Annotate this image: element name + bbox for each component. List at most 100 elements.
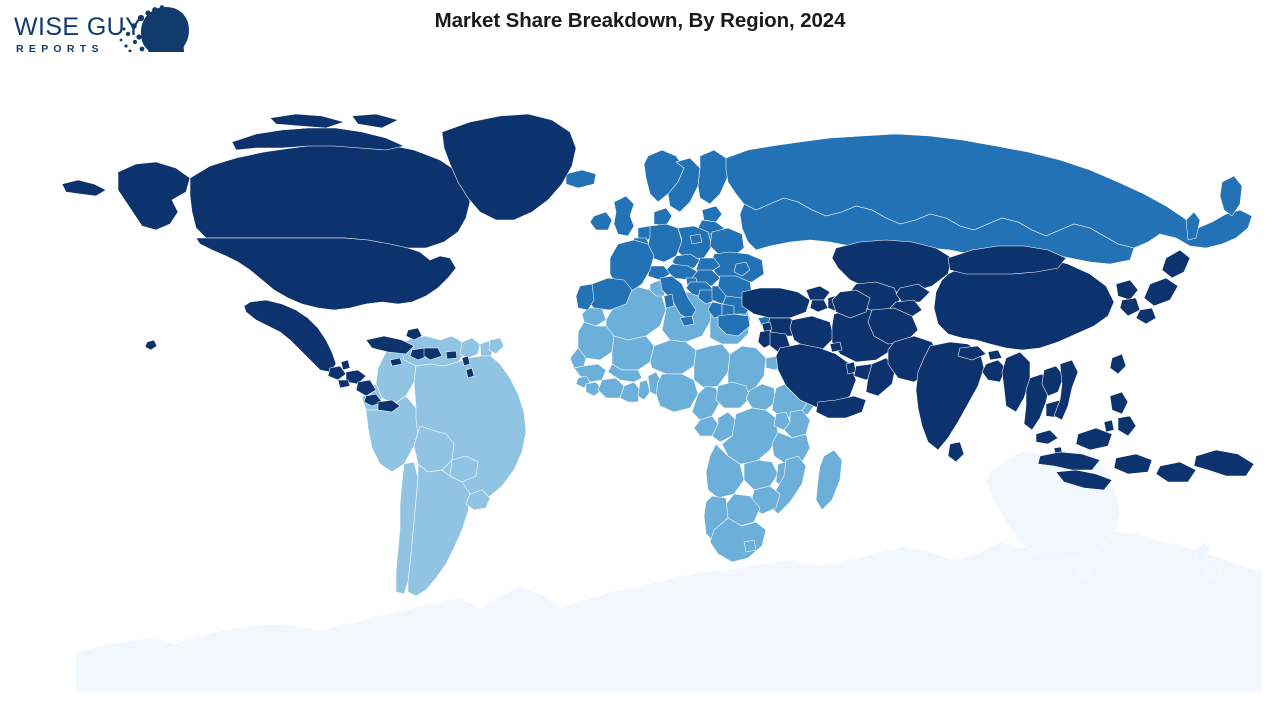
region-europe — [566, 134, 1252, 336]
country-panama — [378, 400, 400, 412]
country-portugal — [576, 284, 594, 310]
country-malaysia — [1036, 428, 1112, 450]
country-costa-rica — [364, 394, 382, 406]
country-guinea — [574, 364, 606, 382]
country-south-sudan — [746, 384, 776, 410]
region-south-america — [362, 336, 526, 596]
country-taiwan — [1110, 354, 1126, 374]
country-sudan — [728, 346, 766, 394]
country-chad — [694, 344, 730, 388]
country-sweden — [668, 158, 700, 212]
country-united-kingdom — [614, 196, 634, 236]
country-russia-kaliningrad — [690, 234, 702, 244]
country-madagascar — [816, 450, 842, 510]
country-moldova — [734, 262, 750, 276]
country-canada-arctic-islands — [232, 114, 404, 150]
country-north-korea — [1116, 280, 1138, 300]
country-germany — [648, 224, 682, 262]
country-indonesia — [1038, 452, 1196, 490]
world-map — [0, 52, 1280, 720]
country-belize — [341, 360, 350, 370]
page-title: Market Share Breakdown, By Region, 2024 — [434, 9, 846, 32]
country-mexico — [244, 300, 336, 372]
country-niger — [650, 340, 696, 374]
country-nicaragua — [356, 380, 376, 396]
country-aleutian-islands — [62, 180, 106, 196]
country-bosnia — [698, 290, 716, 304]
country-mauritania — [578, 322, 614, 360]
country-bahamas — [406, 328, 422, 340]
country-bhutan — [988, 350, 1002, 360]
country-cuba — [366, 336, 414, 354]
country-guyana — [460, 338, 480, 358]
country-uruguay — [466, 490, 490, 510]
country-french-guiana — [489, 338, 504, 354]
country-turkey — [742, 288, 810, 318]
country-iceland — [566, 170, 596, 188]
country-slovakia — [696, 258, 720, 272]
country-canada — [190, 142, 470, 248]
country-central-african-republic — [716, 382, 750, 408]
country-drc — [722, 408, 778, 464]
country-argentina — [408, 464, 470, 596]
country-cameroon — [692, 386, 720, 420]
country-burkina-faso — [608, 364, 642, 382]
country-angola — [706, 444, 744, 498]
country-estonia — [702, 206, 722, 222]
country-lesser-antilles — [462, 356, 474, 378]
country-myanmar — [1002, 352, 1030, 412]
country-belarus — [710, 228, 744, 256]
country-dominican-republic — [424, 348, 442, 360]
country-czechia — [672, 254, 700, 268]
country-denmark — [654, 208, 672, 226]
country-mongolia — [948, 246, 1066, 274]
country-mali — [612, 336, 654, 370]
country-antarctica — [75, 530, 1262, 692]
logo-line1: WISE GUY — [14, 13, 142, 41]
country-lebanon — [762, 322, 772, 332]
country-haiti — [410, 348, 428, 360]
country-togo — [638, 380, 650, 400]
country-russia-lower — [740, 198, 1134, 264]
country-turkmenistan — [832, 290, 870, 318]
country-kuwait — [830, 342, 842, 352]
country-georgia — [806, 286, 830, 300]
logo-head-icon — [115, 5, 189, 63]
country-vietnam — [1054, 360, 1078, 420]
country-armenia — [810, 300, 828, 312]
country-ivory-coast — [598, 378, 624, 398]
country-sri-lanka — [948, 442, 964, 462]
country-puerto-rico — [446, 351, 457, 359]
country-yemen — [816, 396, 866, 418]
country-tasmania — [1077, 564, 1090, 578]
country-alaska — [118, 162, 190, 230]
country-bangladesh — [982, 360, 1006, 382]
country-el-salvador — [338, 380, 350, 388]
country-japan — [1136, 250, 1190, 324]
country-greece — [718, 314, 750, 336]
world-map-container — [0, 52, 1280, 720]
country-russia-sakhalin — [1186, 212, 1200, 240]
country-israel — [758, 330, 772, 348]
country-nigeria — [656, 374, 698, 412]
country-russia-kamchatka — [1220, 176, 1242, 216]
country-south-korea — [1120, 298, 1140, 316]
country-kazakhstan — [832, 240, 952, 292]
country-kyrgyzstan — [896, 284, 930, 302]
country-philippines — [1104, 392, 1136, 436]
country-united-states — [196, 238, 456, 310]
region-asia-pacific-and-north-america — [62, 114, 1254, 490]
country-jamaica — [390, 358, 402, 366]
country-congo — [712, 412, 736, 442]
country-guatemala — [328, 366, 346, 380]
country-mozambique — [770, 456, 806, 514]
country-papua-new-guinea — [1194, 450, 1254, 476]
country-lesotho — [744, 540, 756, 552]
country-hawaii — [145, 340, 157, 350]
country-finland — [698, 150, 728, 204]
country-liberia — [586, 382, 602, 396]
country-zambia — [744, 460, 778, 490]
country-greenland — [442, 114, 576, 220]
country-nepal — [958, 346, 986, 360]
